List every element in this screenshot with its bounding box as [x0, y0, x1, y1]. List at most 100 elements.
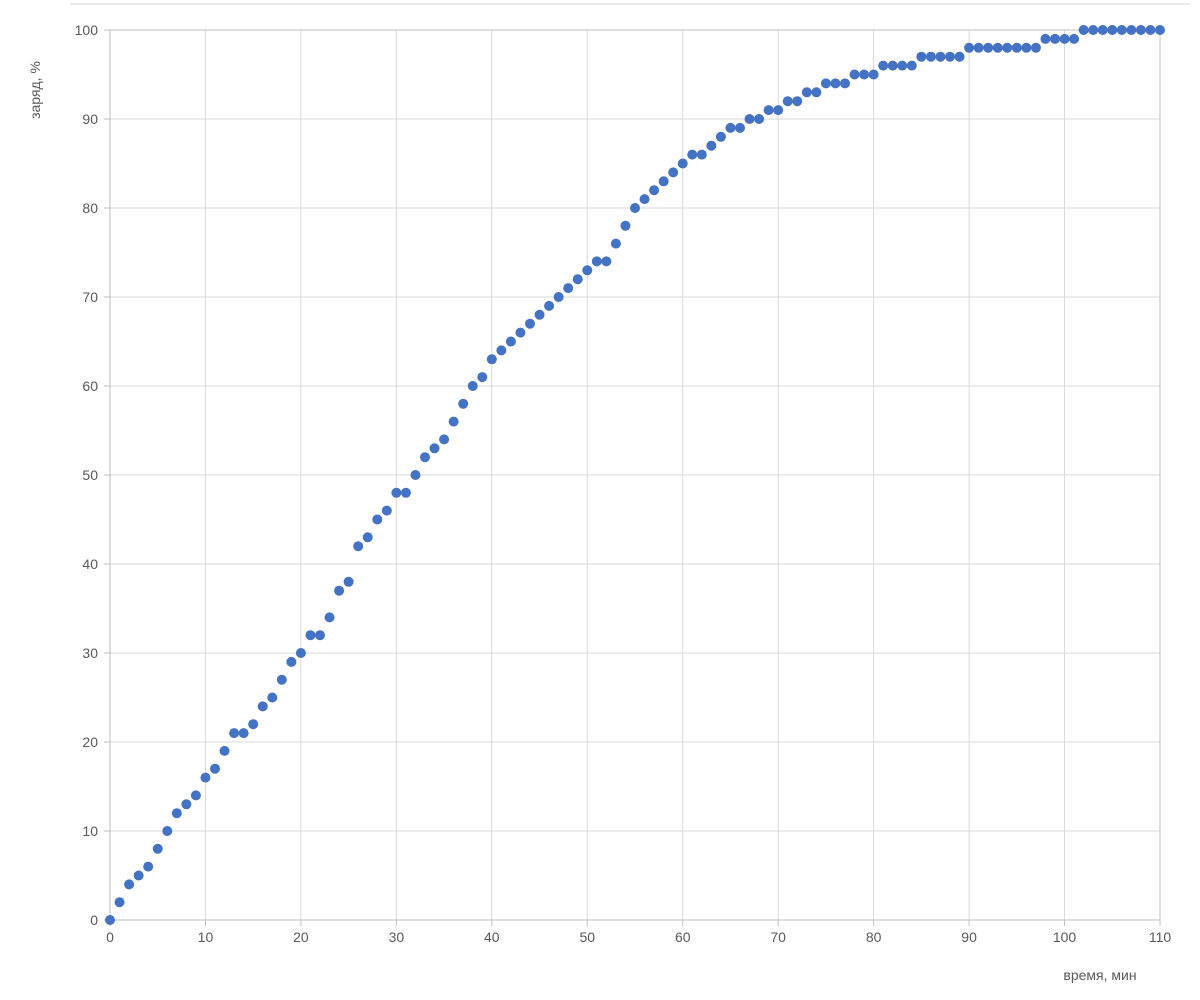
data-point: [1155, 25, 1165, 35]
data-point: [382, 506, 392, 516]
data-point: [430, 443, 440, 453]
data-point: [162, 826, 172, 836]
data-point: [859, 70, 869, 80]
data-point: [391, 488, 401, 498]
data-point: [506, 337, 516, 347]
data-point: [783, 96, 793, 106]
data-point: [305, 630, 315, 640]
scatter-chart: 0102030405060708090100110010203040506070…: [0, 0, 1200, 1000]
x-axis-label: время, мин: [1063, 967, 1136, 983]
data-point: [802, 87, 812, 97]
data-point: [773, 105, 783, 115]
data-point: [1145, 25, 1155, 35]
data-point: [239, 728, 249, 738]
x-tick-label: 50: [579, 929, 595, 945]
data-point: [725, 123, 735, 133]
data-point: [1069, 34, 1079, 44]
y-tick-label: 40: [82, 556, 98, 572]
data-point: [1098, 25, 1108, 35]
y-tick-label: 90: [82, 111, 98, 127]
data-point: [563, 283, 573, 293]
data-point: [926, 52, 936, 62]
data-point: [458, 399, 468, 409]
data-point: [630, 203, 640, 213]
x-tick-label: 0: [106, 929, 114, 945]
data-point: [754, 114, 764, 124]
chart-container: 0102030405060708090100110010203040506070…: [0, 0, 1200, 1000]
data-point: [449, 417, 459, 427]
data-point: [907, 61, 917, 71]
data-point: [573, 274, 583, 284]
data-point: [515, 328, 525, 338]
y-tick-label: 80: [82, 200, 98, 216]
x-tick-label: 90: [961, 929, 977, 945]
y-tick-label: 50: [82, 467, 98, 483]
data-point: [840, 78, 850, 88]
data-point: [678, 159, 688, 169]
data-point: [745, 114, 755, 124]
data-point: [191, 790, 201, 800]
data-point: [487, 354, 497, 364]
data-point: [286, 657, 296, 667]
data-point: [372, 515, 382, 525]
data-point: [496, 345, 506, 355]
data-point: [420, 452, 430, 462]
x-tick-label: 70: [770, 929, 786, 945]
x-tick-label: 60: [675, 929, 691, 945]
y-tick-label: 100: [75, 22, 99, 38]
data-point: [535, 310, 545, 320]
data-point: [1060, 34, 1070, 44]
data-point: [706, 141, 716, 151]
data-point: [554, 292, 564, 302]
data-point: [697, 150, 707, 160]
y-tick-label: 60: [82, 378, 98, 394]
data-point: [974, 43, 984, 53]
data-point: [1136, 25, 1146, 35]
data-point: [363, 532, 373, 542]
data-point: [296, 648, 306, 658]
data-point: [105, 915, 115, 925]
y-tick-label: 0: [90, 912, 98, 928]
data-point: [172, 808, 182, 818]
data-point: [983, 43, 993, 53]
data-point: [229, 728, 239, 738]
data-point: [830, 78, 840, 88]
x-tick-label: 40: [484, 929, 500, 945]
x-tick-label: 30: [389, 929, 405, 945]
data-point: [716, 132, 726, 142]
data-point: [200, 773, 210, 783]
data-point: [143, 862, 153, 872]
data-point: [955, 52, 965, 62]
data-point: [993, 43, 1003, 53]
data-point: [668, 167, 678, 177]
data-point: [1126, 25, 1136, 35]
data-point: [325, 612, 335, 622]
data-point: [735, 123, 745, 133]
data-point: [850, 70, 860, 80]
data-point: [878, 61, 888, 71]
data-point: [687, 150, 697, 160]
data-point: [124, 879, 134, 889]
data-point: [439, 434, 449, 444]
data-point: [1002, 43, 1012, 53]
data-point: [1088, 25, 1098, 35]
data-point: [582, 265, 592, 275]
data-point: [620, 221, 630, 231]
data-point: [258, 701, 268, 711]
data-point: [1050, 34, 1060, 44]
data-point: [1040, 34, 1050, 44]
data-point: [821, 78, 831, 88]
x-tick-label: 20: [293, 929, 309, 945]
y-axis-label: заряд, %: [27, 61, 43, 119]
data-point: [640, 194, 650, 204]
data-point: [134, 871, 144, 881]
data-point: [945, 52, 955, 62]
data-point: [181, 799, 191, 809]
x-tick-label: 100: [1053, 929, 1077, 945]
data-point: [811, 87, 821, 97]
data-point: [525, 319, 535, 329]
data-point: [344, 577, 354, 587]
data-point: [544, 301, 554, 311]
data-point: [1107, 25, 1117, 35]
y-tick-label: 20: [82, 734, 98, 750]
